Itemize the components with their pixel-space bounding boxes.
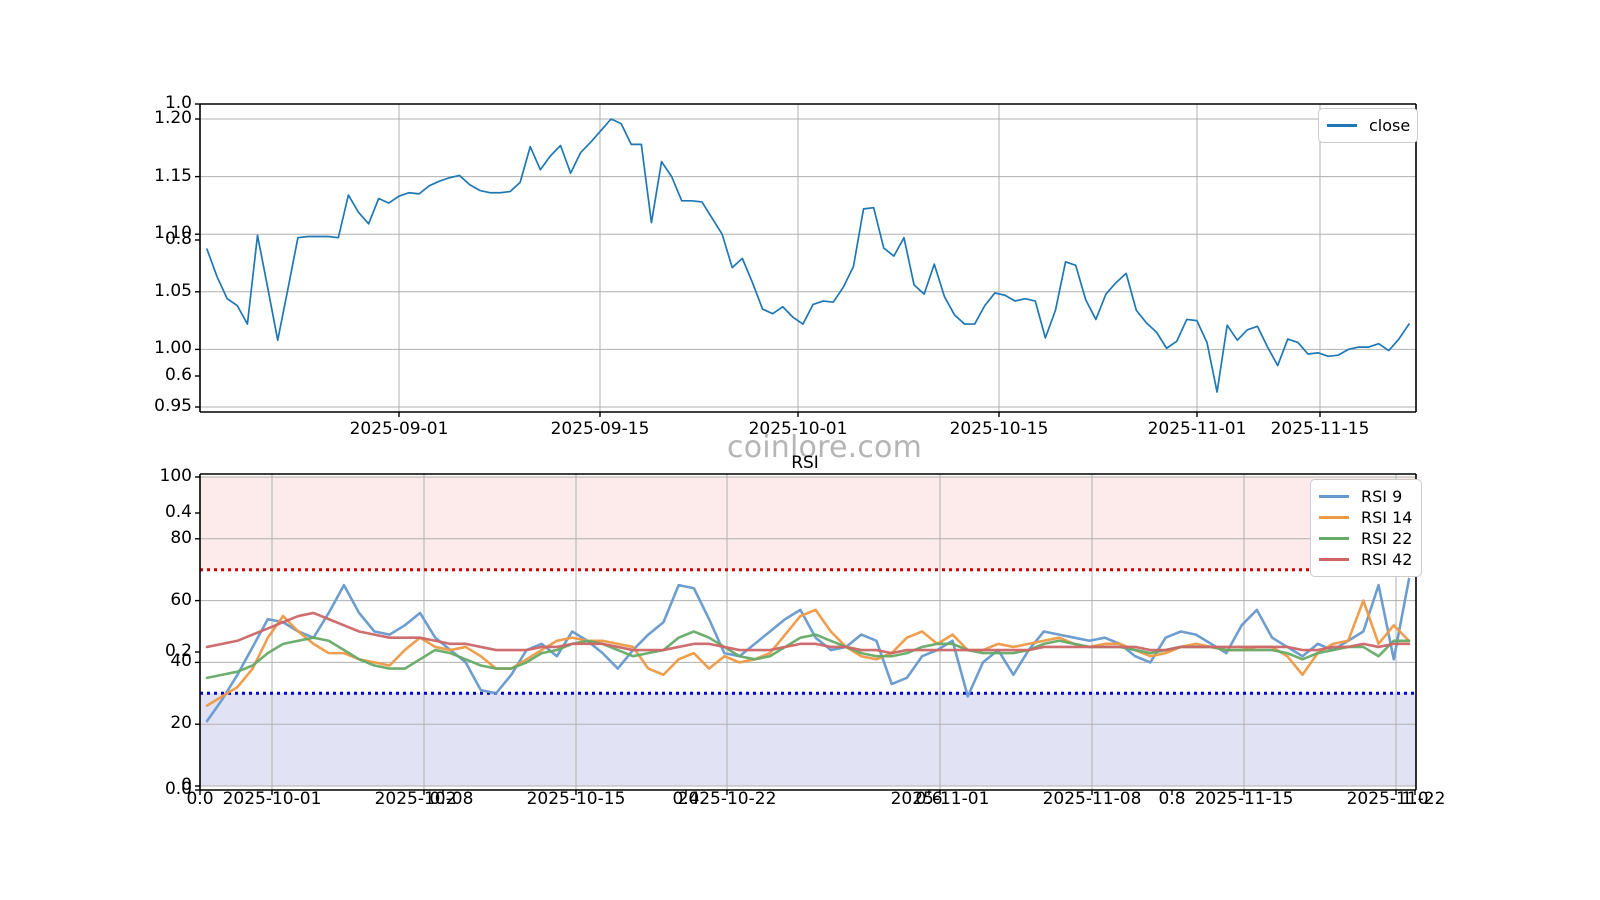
legend-color-swatch-icon <box>1319 516 1349 519</box>
rsi-ytick-4: 20 <box>170 713 192 734</box>
rsi-xtick-secondary-0: 0.0 <box>186 789 214 809</box>
rsi-line-rsi-22 <box>205 630 1411 680</box>
rsi-line-rsi-9 <box>205 577 1411 723</box>
price-xtick-1: 2025-09-15 <box>550 419 650 439</box>
rsi-xtick-6: 2025-11-15 <box>1194 789 1294 809</box>
rsi-xtick-3: 2025-10-22 <box>677 789 777 809</box>
price-ytick-1: 1.15 <box>154 165 192 186</box>
price-line-close <box>206 118 1410 393</box>
rsi-xtick-5: 2025-11-08 <box>1042 789 1142 809</box>
rsi-ytick-secondary-2: 0.0 <box>164 779 192 799</box>
rsi-xtick-0: 2025-10-01 <box>222 789 322 809</box>
price-xtick-5: 2025-11-15 <box>1270 419 1370 439</box>
price-legend[interactable]: close <box>1318 108 1418 143</box>
rsi-legend[interactable]: RSI 9 RSI 14 RSI 22 RSI 42 <box>1310 479 1422 577</box>
rsi-ytick-2: 60 <box>170 589 192 610</box>
price-series-group <box>206 118 1410 393</box>
price-ytick-0: 1.20 <box>154 108 192 128</box>
price-xtick-0: 2025-09-01 <box>349 419 449 439</box>
price-ytick-secondary-2: 0.6 <box>164 365 192 385</box>
rsi-xtick-secondary-2: 0.4 <box>672 789 700 809</box>
rsi-zone-bands <box>200 477 1416 786</box>
rsi-ytick-secondary-1: 0.2 <box>164 641 192 661</box>
rsi-ytick-1: 80 <box>170 527 192 548</box>
rsi-legend-label: RSI 42 <box>1361 550 1413 569</box>
rsi-threshold-lines <box>200 568 1416 695</box>
rsi-legend-item[interactable]: RSI 9 <box>1319 486 1411 507</box>
rsi-legend-item[interactable]: RSI 42 <box>1319 549 1413 570</box>
rsi-line-rsi-42 <box>205 611 1411 655</box>
rsi-legend-item[interactable]: RSI 14 <box>1319 507 1413 528</box>
price-legend-label: close <box>1369 116 1411 135</box>
price-ytick-secondary-0: 1.0 <box>164 93 192 113</box>
rsi-ytick-3: 40 <box>170 651 192 672</box>
legend-color-swatch-icon <box>1319 495 1349 498</box>
rsi-legend-item[interactable]: RSI 22 <box>1319 528 1413 549</box>
legend-color-swatch-icon <box>1319 537 1349 540</box>
rsi-ytick-5: 0 <box>181 775 192 795</box>
rsi-line-rsi-14 <box>205 599 1411 707</box>
rsi-xtick-4: 2025-11-01 <box>890 789 990 809</box>
price-xtick-4: 2025-11-01 <box>1147 419 1247 439</box>
rsi-legend-label: RSI 14 <box>1361 508 1413 527</box>
price-legend-item[interactable]: close <box>1327 115 1411 136</box>
price-xtick-3: 2025-10-15 <box>949 419 1049 439</box>
oversold-band <box>200 693 1416 786</box>
price-ytick-2: 1.10 <box>154 223 192 244</box>
price-xtick-2: 2025-10-01 <box>748 419 848 439</box>
rsi-xtick-1: 2025-10-08 <box>374 789 474 809</box>
rsi-legend-label: RSI 22 <box>1361 529 1413 548</box>
rsi-xtick-2: 2025-10-15 <box>526 789 626 809</box>
overbought-band <box>200 477 1416 570</box>
rsi-xtick-secondary-5: 1.0 <box>1401 789 1429 809</box>
rsi-series-group <box>205 577 1411 723</box>
legend-color-swatch-icon <box>1319 558 1349 561</box>
coinlore-watermark: coinlore.com <box>727 430 923 465</box>
legend-color-swatch-icon <box>1327 124 1357 127</box>
price-ytick-5: 0.95 <box>154 396 192 416</box>
rsi-xtick-secondary-3: 0.6 <box>915 789 943 809</box>
rsi-legend-label: RSI 9 <box>1361 487 1403 506</box>
rsi-xtick-7: 2025-11-22 <box>1346 789 1446 809</box>
rsi-xtick-secondary-1: 0.2 <box>429 789 457 809</box>
rsi-xtick-secondary-4: 0.8 <box>1158 789 1186 809</box>
price-ytick-4: 1.00 <box>154 338 192 359</box>
rsi-ytick-0: 100 <box>159 466 192 486</box>
price-ytick-3: 1.05 <box>154 280 192 301</box>
rsi-ytick-secondary-0: 0.4 <box>164 502 192 522</box>
price-ytick-secondary-1: 0.8 <box>164 229 192 249</box>
rsi-panel-title: RSI <box>791 453 819 473</box>
